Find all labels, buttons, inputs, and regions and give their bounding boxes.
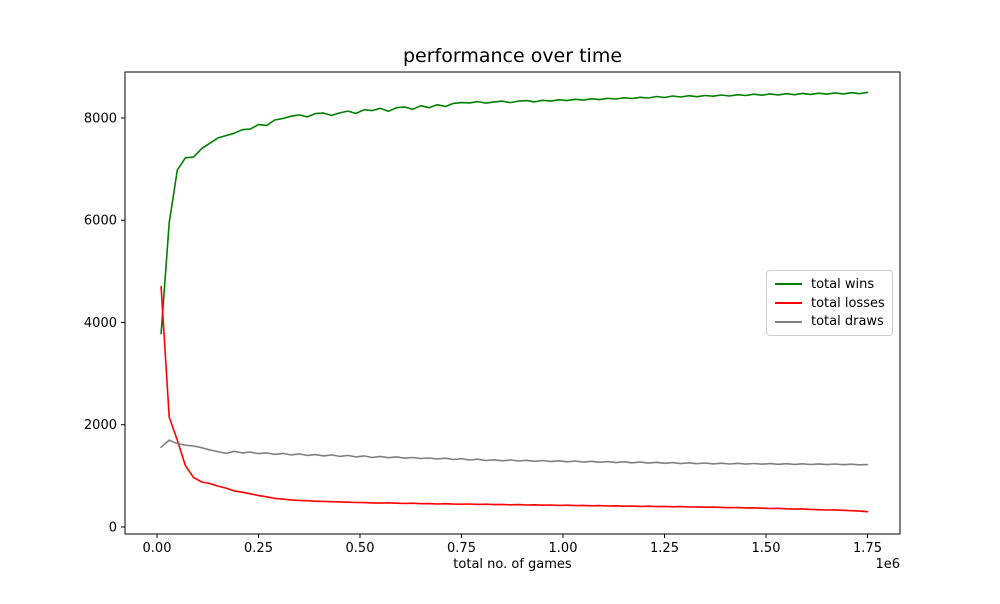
y-axis-ticks: 0 2000 4000 6000 8000 <box>84 111 125 535</box>
legend-label-total-losses: total losses <box>811 295 885 311</box>
y-tick-label: 8000 <box>84 111 117 126</box>
legend-line-swatch-total-losses <box>775 302 802 304</box>
y-tick-label: 4000 <box>84 316 117 331</box>
chart-title: performance over time <box>402 45 623 67</box>
legend-label-total-wins: total wins <box>811 276 875 292</box>
x-tick-label: 1.00 <box>549 541 578 556</box>
x-tick-label: 0.00 <box>143 541 172 556</box>
legend-line-swatch-total-draws <box>775 320 802 323</box>
plot-border <box>124 71 901 535</box>
y-tick-label: 6000 <box>84 214 117 229</box>
x-tick-label: 1.50 <box>752 541 781 556</box>
legend-entry-total-draws: total draws <box>775 314 884 329</box>
series-lines <box>160 91 869 513</box>
series-line-total-losses <box>160 285 869 513</box>
x-axis-label: total no. of games <box>453 557 572 572</box>
x-tick-label: 0.75 <box>447 541 476 556</box>
x-axis-ticks: 0.00 0.25 0.50 0.75 1.00 1.25 1.50 1.75 <box>143 534 882 556</box>
legend-entry-total-wins: total wins <box>775 277 884 292</box>
series-line-total-wins <box>160 91 869 335</box>
x-tick-label: 0.50 <box>346 541 375 556</box>
x-tick-label: 1.25 <box>650 541 679 556</box>
legend-entry-total-losses: total losses <box>775 295 885 311</box>
y-tick-label: 2000 <box>84 418 117 433</box>
x-tick-label: 1.75 <box>853 541 882 556</box>
y-tick-label: 0 <box>109 520 117 535</box>
legend-label-total-draws: total draws <box>811 314 884 330</box>
legend-box: total wins total losses total draws <box>766 270 893 336</box>
x-axis-offset-label: 1e6 <box>875 557 900 572</box>
x-tick-label: 0.25 <box>244 541 273 556</box>
legend-line-swatch-total-wins <box>775 283 802 286</box>
series-line-total-draws <box>160 439 869 466</box>
